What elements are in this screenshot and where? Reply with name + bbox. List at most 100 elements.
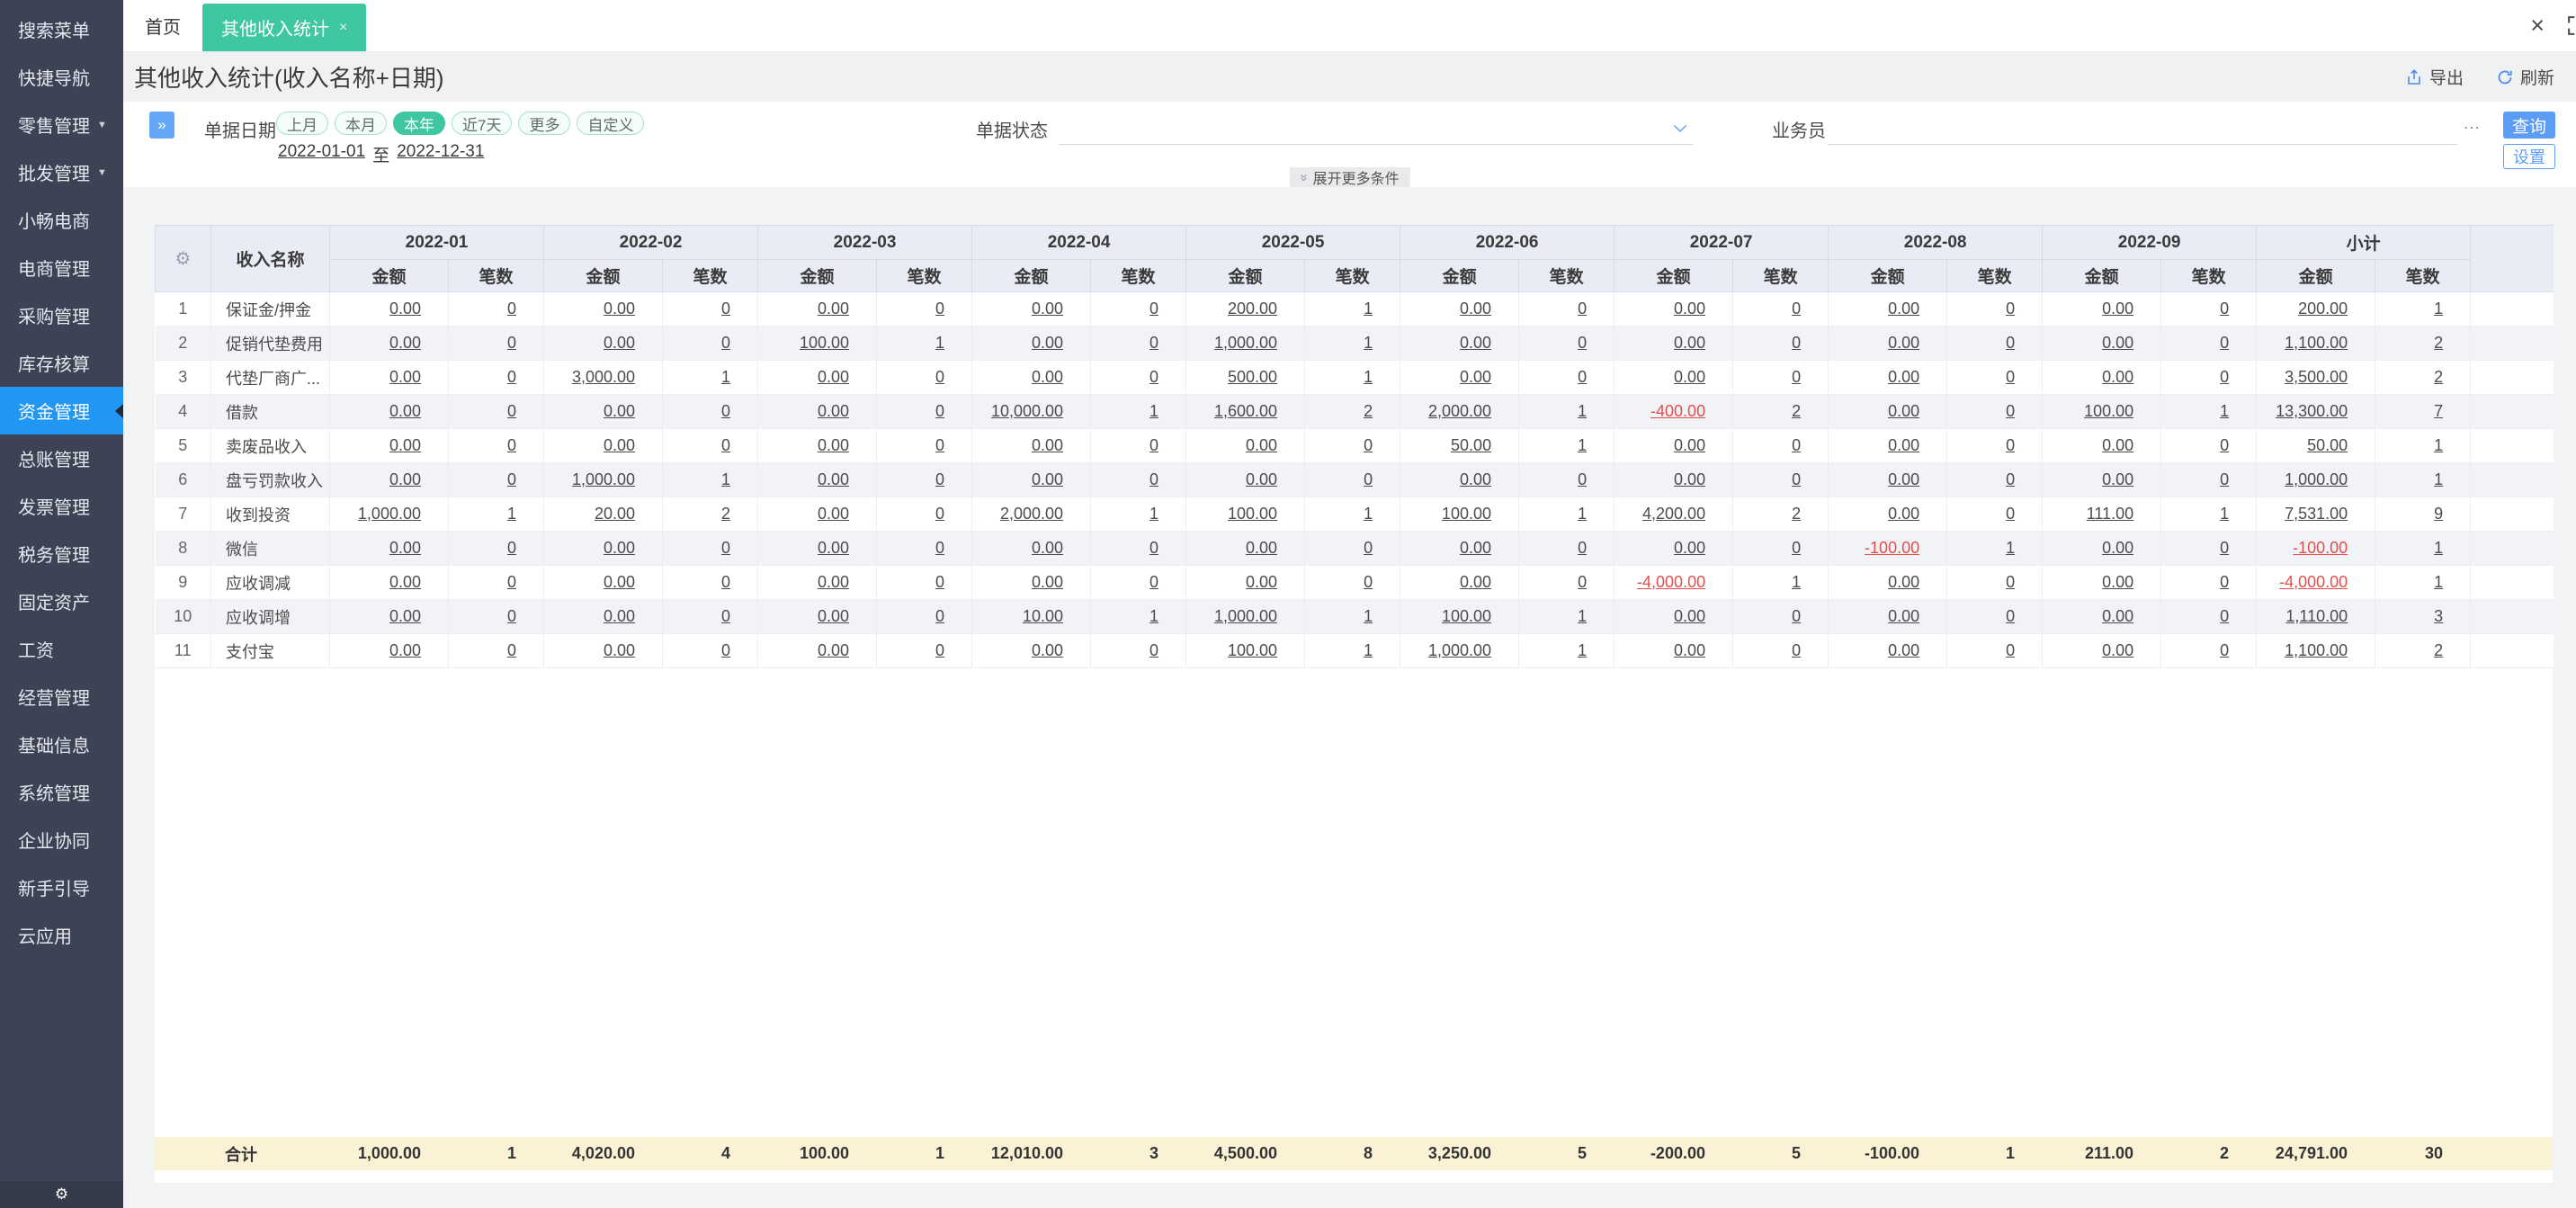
count-cell[interactable]: 0	[448, 531, 545, 566]
amount-cell[interactable]: 0.00	[1614, 599, 1734, 634]
amount-cell[interactable]: 0.00	[1400, 291, 1520, 327]
amount-cell[interactable]: 7,531.00	[2256, 497, 2376, 532]
count-cell[interactable]: 0	[662, 565, 759, 600]
amount-cell[interactable]: 111.00	[2042, 497, 2162, 532]
salesman-input[interactable]	[1828, 111, 2457, 145]
count-cell[interactable]: 0	[1090, 633, 1187, 668]
count-cell[interactable]: 0	[1732, 531, 1829, 566]
count-cell[interactable]: 0	[1732, 428, 1829, 463]
amount-cell[interactable]: 0.00	[1828, 394, 1948, 429]
amount-cell[interactable]: 0.00	[971, 326, 1092, 361]
amount-cell[interactable]: 200.00	[1185, 291, 1306, 327]
gear-icon[interactable]: ⚙	[174, 249, 192, 269]
count-cell[interactable]: 2	[2375, 326, 2472, 361]
count-cell[interactable]: 0	[1946, 394, 2044, 429]
amount-cell[interactable]: 1,110.00	[2256, 599, 2376, 634]
amount-cell[interactable]: 2,000.00	[1400, 394, 1520, 429]
amount-cell[interactable]: 0.00	[1828, 462, 1948, 497]
count-cell[interactable]: 1	[662, 462, 759, 497]
count-cell[interactable]: 0	[1518, 565, 1615, 600]
count-cell[interactable]: 0	[662, 326, 759, 361]
count-cell[interactable]: 0	[876, 633, 973, 668]
count-cell[interactable]: 0	[448, 565, 545, 600]
amount-cell[interactable]: 0.00	[757, 428, 878, 463]
amount-cell[interactable]: 1,000.00	[1185, 599, 1306, 634]
amount-cell[interactable]: 2,000.00	[971, 497, 1092, 532]
count-cell[interactable]: 1	[2375, 531, 2472, 566]
count-cell[interactable]: 0	[1946, 291, 2044, 327]
date-quick-更多[interactable]: 更多	[518, 112, 571, 135]
count-cell[interactable]: 1	[1946, 531, 2044, 566]
amount-cell[interactable]: 0.00	[329, 599, 449, 634]
count-cell[interactable]: 0	[1946, 565, 2044, 600]
count-cell[interactable]: 0	[1090, 462, 1187, 497]
count-cell[interactable]: 0	[1518, 531, 1615, 566]
count-cell[interactable]: 1	[1304, 291, 1401, 327]
sidebar-item-inventory[interactable]: 库存核算	[0, 339, 123, 387]
amount-cell[interactable]: 0.00	[757, 599, 878, 634]
count-cell[interactable]: 0	[662, 531, 759, 566]
amount-cell[interactable]: 1,600.00	[1185, 394, 1306, 429]
count-cell[interactable]: 1	[1304, 497, 1401, 532]
count-cell[interactable]: 1	[1304, 360, 1401, 395]
search-button[interactable]: 查询	[2503, 112, 2555, 139]
amount-cell[interactable]: 0.00	[1185, 462, 1306, 497]
amount-cell[interactable]: 1,000.00	[329, 497, 449, 532]
amount-cell[interactable]: 0.00	[329, 326, 449, 361]
amount-cell[interactable]: 0.00	[1614, 531, 1734, 566]
amount-cell[interactable]: 0.00	[329, 633, 449, 668]
count-cell[interactable]: 0	[2160, 326, 2258, 361]
count-cell[interactable]: 0	[1732, 462, 1829, 497]
sidebar-item-tax[interactable]: 税务管理	[0, 530, 123, 577]
count-cell[interactable]: 0	[1946, 428, 2044, 463]
amount-cell[interactable]: 100.00	[2042, 394, 2162, 429]
amount-cell[interactable]: 0.00	[757, 565, 878, 600]
count-cell[interactable]: 0	[1518, 462, 1615, 497]
count-cell[interactable]: 1	[2375, 565, 2472, 600]
count-cell[interactable]: 0	[1732, 360, 1829, 395]
count-cell[interactable]: 0	[1090, 565, 1187, 600]
count-cell[interactable]: 0	[876, 462, 973, 497]
amount-cell[interactable]: 0.00	[543, 428, 664, 463]
sidebar-item-retail[interactable]: 零售管理 ▼	[0, 101, 123, 148]
count-cell[interactable]: 1	[1518, 599, 1615, 634]
amount-cell[interactable]: -100.00	[1828, 531, 1948, 566]
amount-cell[interactable]: 0.00	[971, 360, 1092, 395]
count-cell[interactable]: 0	[1946, 326, 2044, 361]
amount-cell[interactable]: 0.00	[1400, 565, 1520, 600]
amount-cell[interactable]: 0.00	[971, 633, 1092, 668]
amount-cell[interactable]: 200.00	[2256, 291, 2376, 327]
count-cell[interactable]: 0	[876, 599, 973, 634]
amount-cell[interactable]: 0.00	[1185, 531, 1306, 566]
amount-cell[interactable]: 3,000.00	[543, 360, 664, 395]
salesman-picker-dots-icon[interactable]: ...	[2464, 114, 2481, 133]
sidebar-item-base-info[interactable]: 基础信息	[0, 720, 123, 768]
count-cell[interactable]: 0	[662, 291, 759, 327]
amount-cell[interactable]: 0.00	[2042, 531, 2162, 566]
amount-cell[interactable]: 0.00	[2042, 360, 2162, 395]
amount-cell[interactable]: 0.00	[1185, 428, 1306, 463]
count-cell[interactable]: 0	[1090, 428, 1187, 463]
count-cell[interactable]: 3	[2375, 599, 2472, 634]
amount-cell[interactable]: 0.00	[971, 291, 1092, 327]
amount-cell[interactable]: 100.00	[1400, 497, 1520, 532]
count-cell[interactable]: 0	[2160, 462, 2258, 497]
count-cell[interactable]: 0	[1304, 428, 1401, 463]
collapse-filter-button[interactable]: »	[149, 112, 174, 139]
amount-cell[interactable]: 0.00	[543, 565, 664, 600]
amount-cell[interactable]: 0.00	[329, 531, 449, 566]
amount-cell[interactable]: 0.00	[757, 394, 878, 429]
amount-cell[interactable]: 0.00	[1828, 497, 1948, 532]
count-cell[interactable]: 1	[1090, 394, 1187, 429]
amount-cell[interactable]: 0.00	[2042, 633, 2162, 668]
amount-cell[interactable]: 0.00	[2042, 565, 2162, 600]
count-cell[interactable]: 0	[1090, 360, 1187, 395]
sidebar-item-collaboration[interactable]: 企业协同	[0, 816, 123, 863]
amount-cell[interactable]: 100.00	[1400, 599, 1520, 634]
count-cell[interactable]: 1	[1304, 599, 1401, 634]
amount-cell[interactable]: 3,500.00	[2256, 360, 2376, 395]
sidebar-item-guide[interactable]: 新手引导	[0, 863, 123, 911]
amount-cell[interactable]: 0.00	[1400, 462, 1520, 497]
sidebar-item-invoice[interactable]: 发票管理	[0, 482, 123, 530]
date-quick-近7天[interactable]: 近7天	[452, 112, 513, 135]
